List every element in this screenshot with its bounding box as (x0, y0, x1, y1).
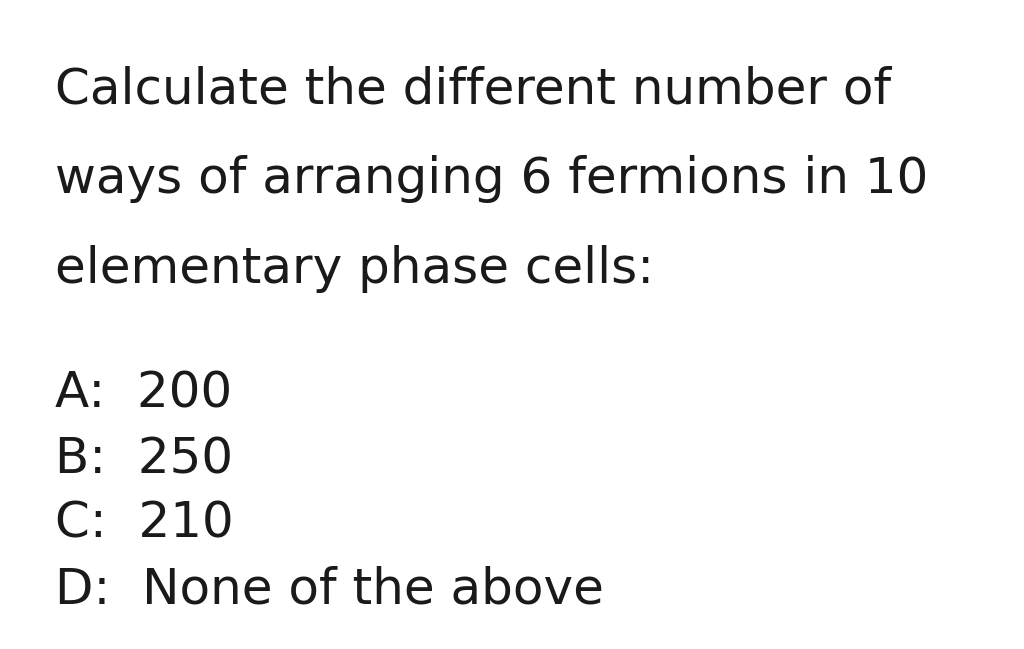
Text: C:  210: C: 210 (55, 500, 233, 548)
Text: ways of arranging 6 fermions in 10: ways of arranging 6 fermions in 10 (55, 155, 929, 203)
Text: A:  200: A: 200 (55, 370, 232, 418)
Text: D:  None of the above: D: None of the above (55, 565, 604, 613)
Text: Calculate the different number of: Calculate the different number of (55, 65, 891, 113)
Text: elementary phase cells:: elementary phase cells: (55, 245, 654, 293)
Text: B:  250: B: 250 (55, 435, 233, 483)
